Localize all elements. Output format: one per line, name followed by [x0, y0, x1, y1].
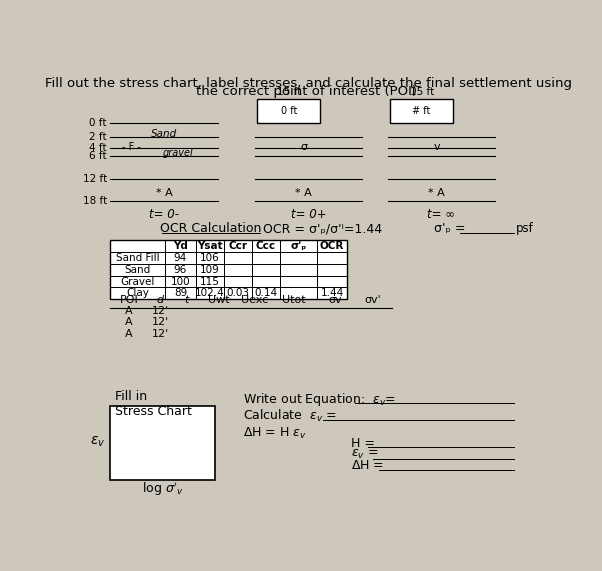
- Text: Calculate  $\varepsilon_v$ =: Calculate $\varepsilon_v$ =: [243, 408, 337, 424]
- Text: Utot: Utot: [282, 295, 305, 305]
- Text: σ'ₚ: σ'ₚ: [290, 241, 306, 251]
- Text: 15 ft: 15 ft: [276, 87, 301, 97]
- Text: Uexc: Uexc: [241, 295, 268, 305]
- Text: 4 ft: 4 ft: [89, 143, 107, 152]
- Text: A: A: [125, 317, 132, 327]
- Text: * A: * A: [155, 187, 172, 198]
- Text: Ccc: Ccc: [255, 241, 276, 251]
- Text: 12': 12': [152, 317, 169, 327]
- Text: $\varepsilon_v$: $\varepsilon_v$: [90, 435, 105, 449]
- Text: 0.14: 0.14: [254, 288, 277, 299]
- Text: * A: * A: [429, 187, 445, 198]
- Text: $\Delta$H = H $\varepsilon_v$: $\Delta$H = H $\varepsilon_v$: [243, 426, 307, 441]
- Text: log $\sigma'_v$: log $\sigma'_v$: [142, 480, 184, 497]
- Bar: [110, 406, 216, 480]
- Text: 89: 89: [174, 288, 187, 299]
- Text: H =: H =: [350, 437, 374, 449]
- Text: v: v: [433, 142, 440, 152]
- Text: * A: * A: [296, 187, 312, 198]
- Text: Ccr: Ccr: [228, 241, 247, 251]
- Text: 15 ft: 15 ft: [409, 87, 434, 97]
- Text: 12': 12': [152, 329, 169, 339]
- Text: t: t: [185, 295, 189, 305]
- Text: Gravel: Gravel: [120, 276, 155, 287]
- Text: 1.44: 1.44: [320, 288, 344, 299]
- Text: t= 0+: t= 0+: [291, 208, 326, 221]
- Bar: [257, 99, 320, 123]
- Text: OCR = σ'ₚ/σ'ᴵ=1.44: OCR = σ'ₚ/σ'ᴵ=1.44: [263, 223, 382, 235]
- Text: Clay: Clay: [126, 288, 149, 299]
- Text: 96: 96: [174, 265, 187, 275]
- Text: Ysat: Ysat: [197, 241, 222, 251]
- Text: σ: σ: [300, 142, 308, 152]
- Text: gravel: gravel: [163, 148, 193, 158]
- Text: 12': 12': [152, 306, 169, 316]
- Text: 109: 109: [200, 265, 220, 275]
- Text: the correct point of interest (POI).: the correct point of interest (POI).: [196, 85, 421, 98]
- Text: OCR Calculation: OCR Calculation: [160, 223, 261, 235]
- Text: A: A: [125, 306, 132, 316]
- Text: σv: σv: [328, 295, 342, 305]
- Text: 106: 106: [200, 253, 220, 263]
- Text: t= ∞: t= ∞: [427, 208, 456, 221]
- Text: $\Delta$H =: $\Delta$H =: [350, 460, 383, 472]
- Text: Sand Fill: Sand Fill: [116, 253, 160, 263]
- Text: d: d: [157, 295, 164, 305]
- Bar: [110, 240, 347, 299]
- Text: 2 ft: 2 ft: [89, 132, 107, 142]
- Text: σ'ₚ =: σ'ₚ =: [435, 223, 466, 235]
- Text: Uwt: Uwt: [208, 295, 230, 305]
- Bar: [390, 99, 453, 123]
- Text: t= 0-: t= 0-: [149, 208, 179, 221]
- Text: OCR: OCR: [320, 241, 344, 251]
- Text: σv': σv': [365, 295, 381, 305]
- Text: # ft: # ft: [412, 106, 431, 116]
- Text: A: A: [125, 329, 132, 339]
- Text: Yd: Yd: [173, 241, 188, 251]
- Text: 6 ft: 6 ft: [89, 151, 107, 162]
- Text: - F -: - F -: [122, 142, 141, 152]
- Text: Sand: Sand: [150, 130, 177, 139]
- Text: 100: 100: [170, 276, 190, 287]
- Text: 0.03: 0.03: [226, 288, 249, 299]
- Text: Fill out the stress chart, label stresses, and calculate the final settlement us: Fill out the stress chart, label stresse…: [45, 77, 572, 90]
- Text: 94: 94: [174, 253, 187, 263]
- Text: POI: POI: [120, 295, 138, 305]
- Text: 0 ft: 0 ft: [281, 106, 297, 116]
- Text: Write out Equation:  $\varepsilon_v$=: Write out Equation: $\varepsilon_v$=: [243, 391, 396, 408]
- Text: Fill in
Stress Chart: Fill in Stress Chart: [115, 391, 192, 419]
- Text: 12 ft: 12 ft: [82, 174, 107, 184]
- Text: $\varepsilon_v$ =: $\varepsilon_v$ =: [350, 448, 378, 461]
- Text: 115: 115: [200, 276, 220, 287]
- Text: 102.4: 102.4: [194, 288, 225, 299]
- Text: psf: psf: [516, 223, 534, 235]
- Text: 0 ft: 0 ft: [90, 118, 107, 128]
- Text: Sand: Sand: [125, 265, 151, 275]
- Text: 18 ft: 18 ft: [82, 196, 107, 206]
